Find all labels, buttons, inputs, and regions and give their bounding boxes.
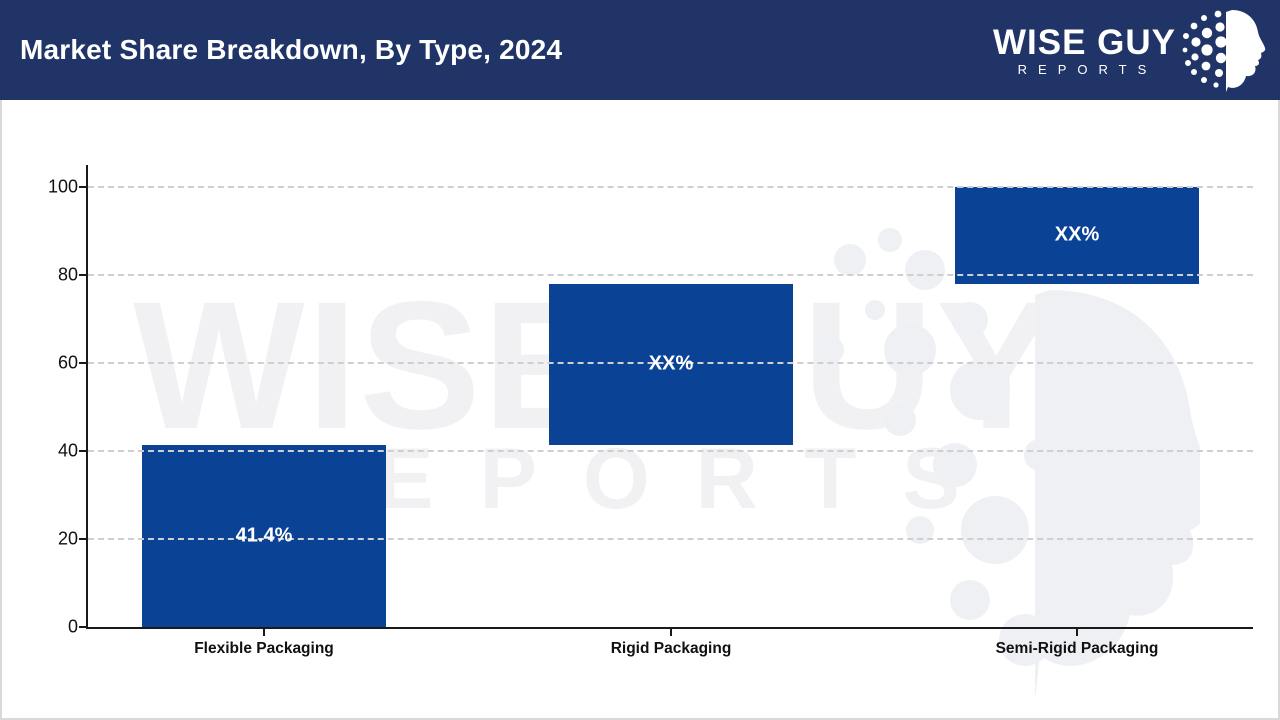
bar-value-label: 41.4% bbox=[235, 524, 293, 547]
y-tick-label: 80 bbox=[57, 264, 78, 285]
gridline-40 bbox=[88, 450, 1253, 452]
x-category-label: Flexible Packaging bbox=[194, 640, 334, 657]
page-title: Market Share Breakdown, By Type, 2024 bbox=[20, 34, 563, 65]
bar-value-label: XX% bbox=[648, 352, 694, 375]
y-tick-label: 0 bbox=[67, 616, 78, 637]
bar-3 bbox=[955, 187, 1199, 284]
y-tick-label: 20 bbox=[57, 528, 78, 549]
y-tick bbox=[79, 362, 86, 364]
y-tick-label: 40 bbox=[57, 440, 78, 461]
y-tick-label: 60 bbox=[57, 352, 78, 373]
bar-2 bbox=[549, 283, 793, 445]
y-tick-label: 100 bbox=[47, 176, 78, 197]
x-tick bbox=[263, 629, 265, 636]
bar-1 bbox=[142, 444, 386, 627]
bar-value-label: XX% bbox=[1054, 223, 1100, 246]
y-tick bbox=[79, 538, 86, 540]
x-category-label: Rigid Packaging bbox=[610, 640, 732, 657]
y-tick bbox=[79, 274, 86, 276]
brand-name-text: WISE GUY bbox=[992, 22, 1176, 62]
y-tick bbox=[79, 186, 86, 188]
y-axis-line bbox=[86, 165, 88, 629]
dotted-face-icon bbox=[1182, 10, 1266, 92]
x-tick bbox=[670, 629, 672, 636]
brand-subtitle-text: REPORTS bbox=[1017, 61, 1158, 77]
gridline-20 bbox=[88, 538, 1253, 540]
page-border bbox=[0, 100, 1280, 720]
gridline-60 bbox=[88, 362, 1253, 364]
gridline-80 bbox=[88, 274, 1253, 276]
header-bar: Market Share Breakdown, By Type, 2024 WI… bbox=[0, 0, 1280, 100]
x-category-label: Semi-Rigid Packaging bbox=[995, 640, 1159, 657]
gridline-100 bbox=[88, 186, 1253, 188]
brand-wordmark: WISE GUY REPORTS bbox=[993, 25, 1176, 76]
x-axis-line bbox=[86, 627, 1253, 629]
x-tick bbox=[1076, 629, 1078, 636]
y-tick bbox=[79, 450, 86, 452]
y-tick bbox=[79, 626, 86, 628]
brand-logo: WISE GUY REPORTS bbox=[993, 6, 1280, 94]
